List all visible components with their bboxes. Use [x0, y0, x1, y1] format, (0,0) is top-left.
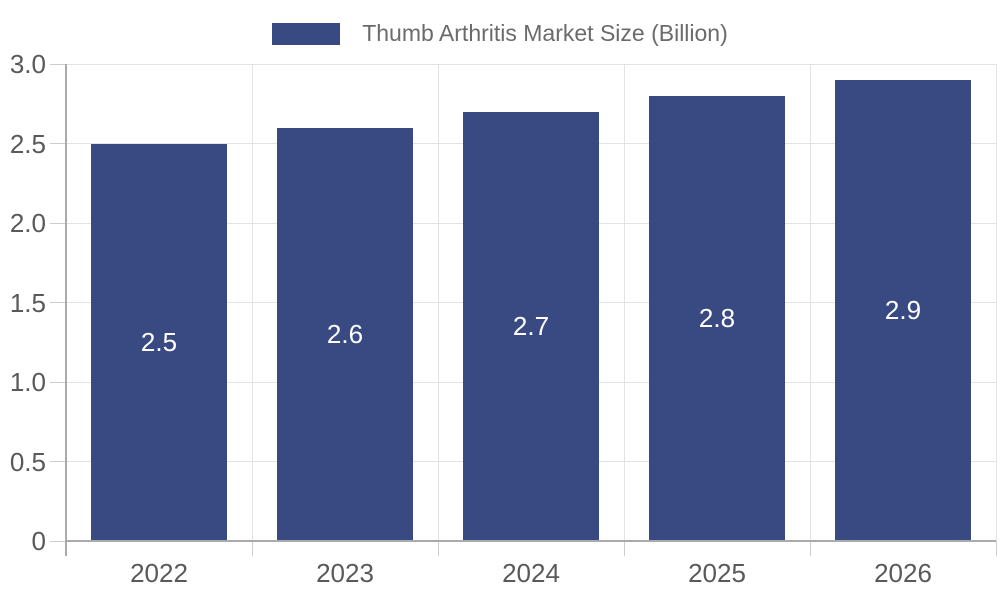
x-tick-label: 2025 [688, 558, 746, 588]
y-tick-mark [50, 222, 66, 224]
x-tick-label: 2024 [502, 558, 560, 588]
bar-value-label: 2.6 [326, 319, 364, 350]
y-gridline [66, 63, 996, 65]
bar-value-label: 2.7 [512, 311, 550, 342]
x-tick-mark [251, 541, 253, 556]
plot-area: 0 0.5 1.0 1.5 2.0 2.5 3.0 2.5 2022 2.6 2023 2.7 2024… [10, 49, 997, 588]
legend-label: Thumb Arthritis Market Size (Billion) [362, 20, 728, 46]
y-tick-mark [50, 540, 66, 542]
bar: 2.8 [649, 95, 785, 541]
bar: 2.6 [277, 127, 413, 541]
y-tick-mark [50, 302, 66, 303]
y-tick-label: 0 [31, 526, 46, 556]
y-tick-label: 1.0 [9, 367, 46, 397]
x-gridline [251, 64, 253, 541]
y-tick-mark [50, 143, 66, 144]
bar: 2.9 [835, 79, 971, 541]
x-axis-line [66, 540, 996, 542]
y-tick-label: 1.5 [9, 287, 46, 318]
x-gridline [809, 64, 811, 541]
x-tick-label: 2023 [316, 558, 374, 588]
bar-value-label: 2.8 [698, 303, 736, 334]
x-tick-mark [437, 541, 439, 556]
x-tick-mark [809, 541, 811, 556]
x-tick-label: 2026 [874, 558, 932, 588]
y-axis-line [65, 64, 67, 556]
bar-value-label: 2.9 [884, 295, 922, 326]
x-gridline [623, 64, 625, 541]
y-tick-mark [50, 381, 66, 383]
y-tick-label: 0.5 [9, 446, 46, 477]
x-tick-label: 2022 [130, 558, 188, 588]
y-tick-label: 3.0 [9, 49, 46, 79]
y-tick-mark [50, 461, 66, 462]
x-gridline [437, 64, 439, 541]
bar: 2.7 [463, 111, 599, 541]
bar: 2.5 [91, 143, 227, 541]
y-tick-mark [50, 63, 66, 65]
legend-swatch [272, 22, 341, 45]
y-tick-label: 2.5 [9, 128, 46, 159]
x-tick-mark [995, 541, 997, 556]
y-tick-label: 2.0 [9, 208, 46, 238]
bar-value-label: 2.5 [140, 327, 178, 358]
x-tick-mark [623, 541, 625, 556]
legend: Thumb Arthritis Market Size (Billion) [0, 20, 1000, 47]
x-gridline [995, 64, 997, 541]
